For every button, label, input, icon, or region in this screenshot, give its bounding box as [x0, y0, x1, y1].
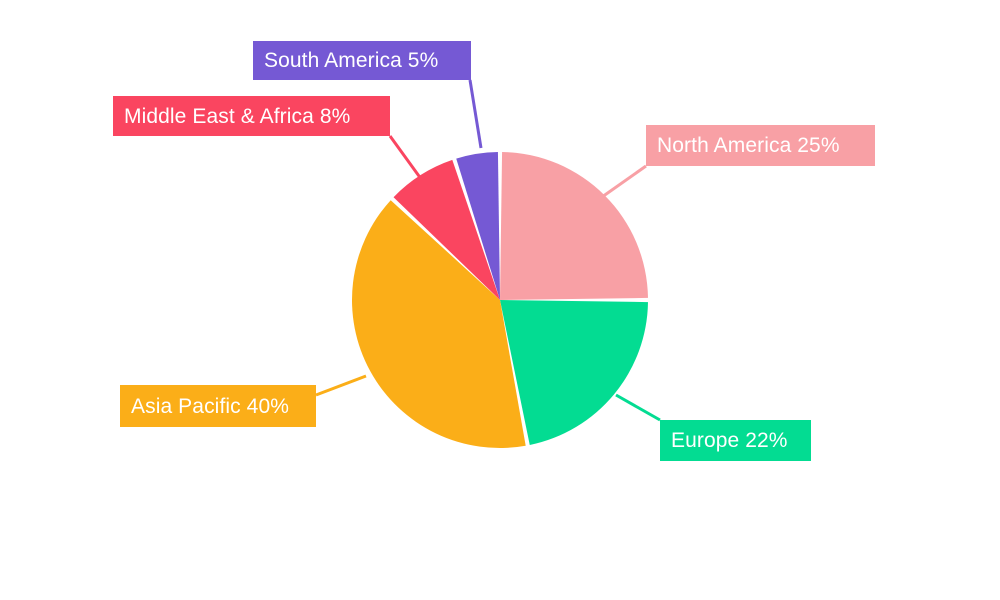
pie-slice-north-america[interactable]: [500, 152, 648, 300]
slice-label-middle-east-africa[interactable]: Middle East & Africa 8%: [113, 96, 390, 136]
pie-slice-europe[interactable]: [500, 300, 648, 445]
leader-line-south-america: [468, 79, 483, 149]
leader-line-group: [315, 79, 661, 422]
leader-line-north-america: [601, 164, 647, 199]
slice-label-north-america[interactable]: North America 25%: [646, 125, 875, 166]
slice-label-asia-pacific[interactable]: Asia Pacific 40%: [120, 385, 316, 427]
leader-line-asia-pacific: [315, 374, 367, 397]
pie-slice-group: [351, 152, 648, 448]
slice-label-south-america[interactable]: South America 5%: [253, 41, 471, 80]
leader-line-europe: [615, 393, 661, 422]
pie-slice-middle-east-africa[interactable]: [393, 159, 500, 300]
pie-slice-south-america[interactable]: [456, 152, 500, 300]
pie-slice-asia-pacific[interactable]: [351, 200, 526, 448]
leader-line-middle-east-africa: [388, 135, 426, 184]
slice-label-europe[interactable]: Europe 22%: [660, 420, 811, 461]
